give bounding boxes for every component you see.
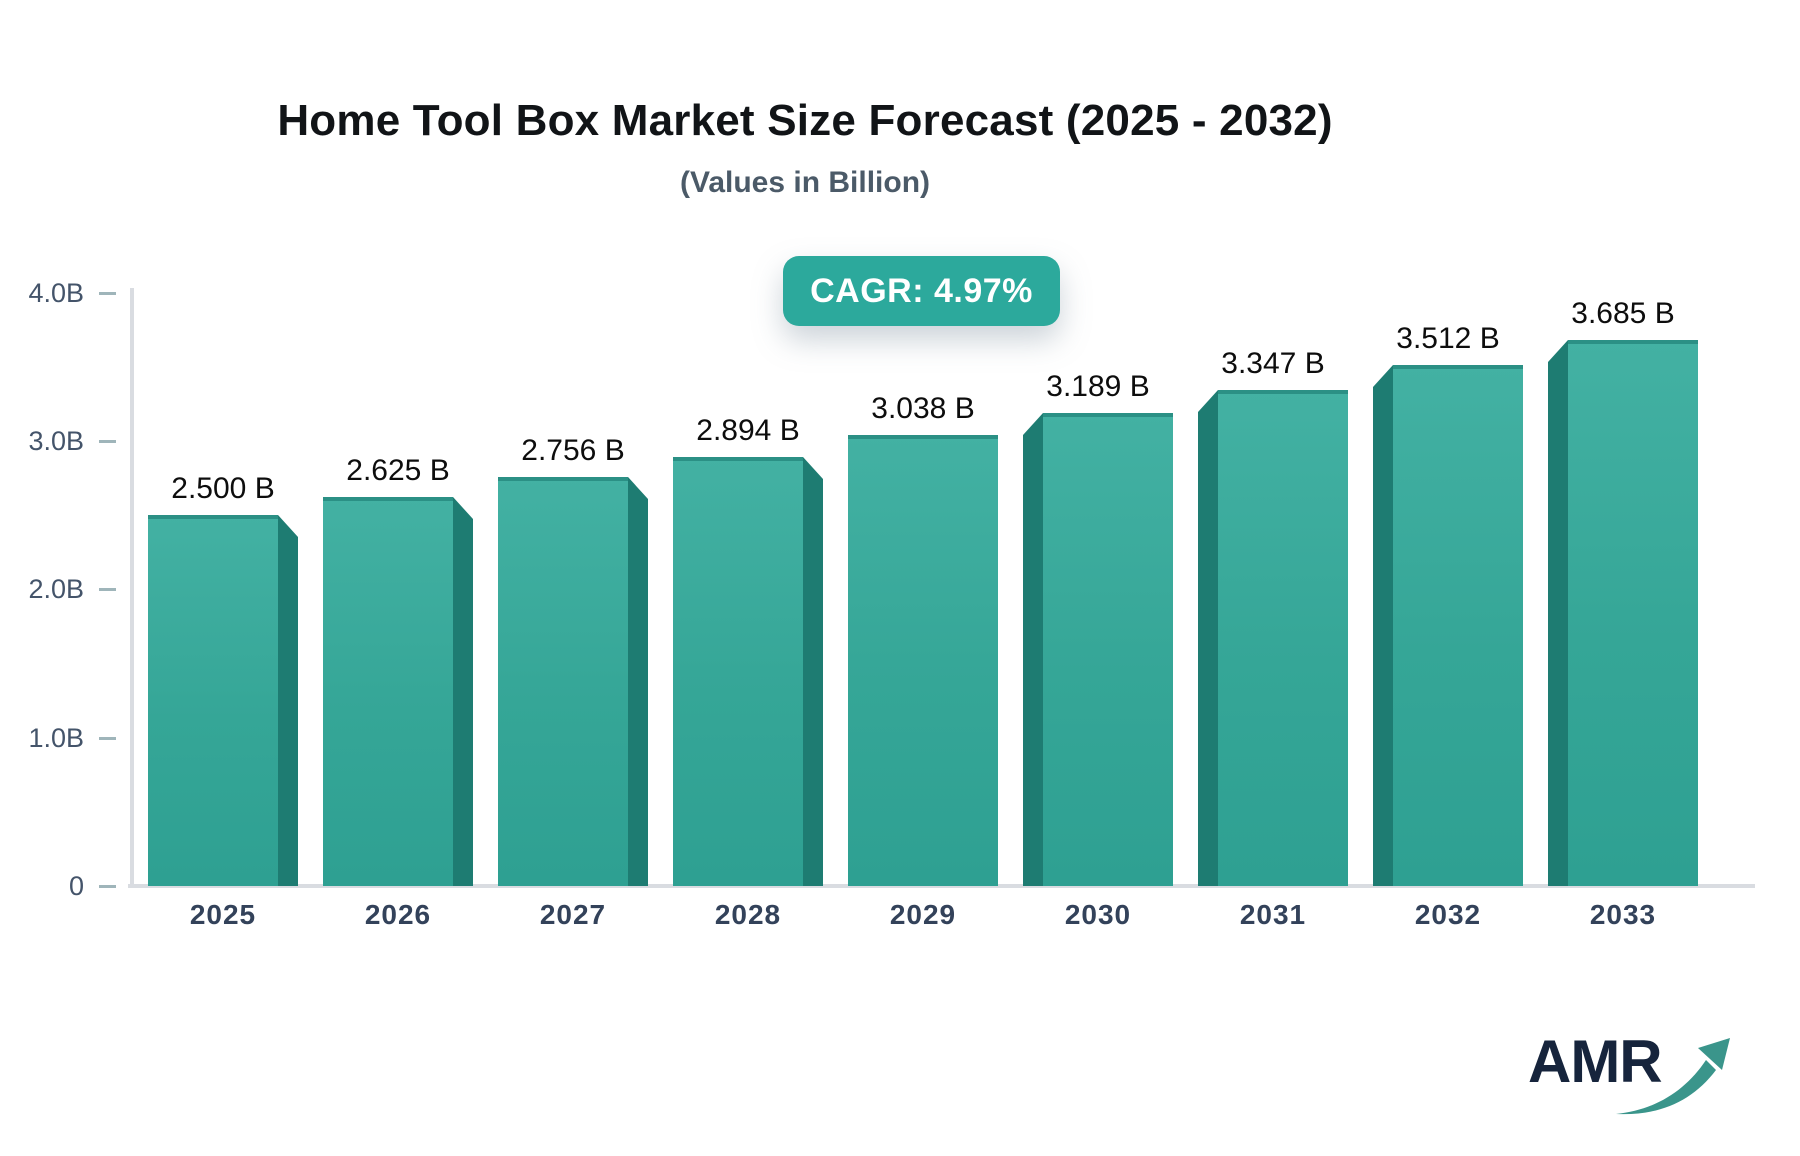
growth-arrow-icon: [1616, 1038, 1730, 1115]
bar-side-face-2030: [1023, 413, 1043, 886]
bar-value-label: 3.685 B: [1571, 297, 1675, 330]
bar-top-edge: [848, 435, 998, 439]
bar-2031: [1218, 390, 1348, 886]
x-axis-label-2027: 2027: [539, 899, 607, 930]
y-axis-tick-mark: [99, 885, 116, 888]
bar-value-label: 3.038 B: [871, 392, 975, 425]
bar-value-label: 2.500 B: [171, 472, 275, 505]
chart-title: Home Tool Box Market Size Forecast (2025…: [277, 96, 1333, 145]
bar-value-label: 2.625 B: [346, 454, 450, 487]
y-axis-tick-label: 2.0B: [28, 574, 84, 605]
y-axis-tick-label: 0: [68, 871, 84, 901]
bar-2029: [848, 435, 998, 886]
x-axis-label-2033: 2033: [1589, 899, 1657, 930]
bar-top-edge: [498, 477, 628, 481]
y-axis-tick-mark: [99, 291, 116, 295]
bar-side-face-2032: [1373, 365, 1393, 886]
bar-2030: [1043, 413, 1173, 886]
y-axis-tick-label: 4.0B: [28, 277, 84, 308]
bar-side-face-2026: [453, 497, 473, 886]
bar-top-edge: [1393, 365, 1523, 369]
bar-value-label: 2.756 B: [521, 434, 625, 467]
amr-logo: AMR: [1528, 1020, 1738, 1120]
bar-value-label: 3.512 B: [1396, 322, 1500, 355]
bar-2025: [148, 515, 278, 886]
x-axis-label-2026: 2026: [364, 899, 432, 930]
bar-side-face-2033: [1548, 340, 1568, 886]
bar-side-face-2031: [1198, 390, 1218, 886]
amr-logo-text: AMR: [1528, 1028, 1663, 1095]
x-axis-label-2031: 2031: [1239, 899, 1307, 930]
bar-top-edge: [148, 515, 278, 519]
bar-top-edge: [673, 457, 803, 461]
bar-2028: [673, 457, 803, 886]
y-axis-tick-label: 1.0B: [28, 722, 84, 753]
y-axis-line: [130, 288, 134, 888]
bar-side-face-2027: [628, 477, 648, 886]
bar-2033: [1568, 340, 1698, 886]
bar-2026: [323, 497, 453, 886]
x-axis-label-2029: 2029: [889, 899, 957, 930]
x-axis-line: [128, 884, 1755, 888]
bar-top-edge: [1043, 413, 1173, 417]
y-axis-tick-label: 3.0B: [28, 426, 84, 457]
bar-top-edge: [323, 497, 453, 501]
x-axis-label-2030: 2030: [1064, 899, 1132, 930]
bar-2027: [498, 477, 628, 886]
bar-top-edge: [1568, 340, 1698, 344]
bar-value-label: 3.189 B: [1046, 370, 1150, 403]
cagr-badge: CAGR: 4.97%: [783, 256, 1060, 326]
x-axis-label-2032: 2032: [1414, 899, 1482, 930]
bar-side-face-2025: [278, 515, 298, 886]
chart-subtitle: (Values in Billion): [679, 166, 931, 199]
bar-2032: [1393, 365, 1523, 886]
bar-top-edge: [1218, 390, 1348, 394]
bar-side-face-2028: [803, 457, 823, 886]
x-axis-label-2025: 2025: [189, 899, 257, 930]
x-axis-label-2028: 2028: [714, 899, 782, 930]
y-axis-tick-mark: [99, 588, 116, 592]
cagr-badge-label: CAGR: 4.97%: [810, 271, 1033, 310]
y-axis-tick-mark: [99, 440, 116, 444]
bar-value-label: 3.347 B: [1221, 347, 1325, 380]
bar-value-label: 2.894 B: [696, 414, 800, 447]
y-axis-tick-mark: [99, 736, 116, 740]
